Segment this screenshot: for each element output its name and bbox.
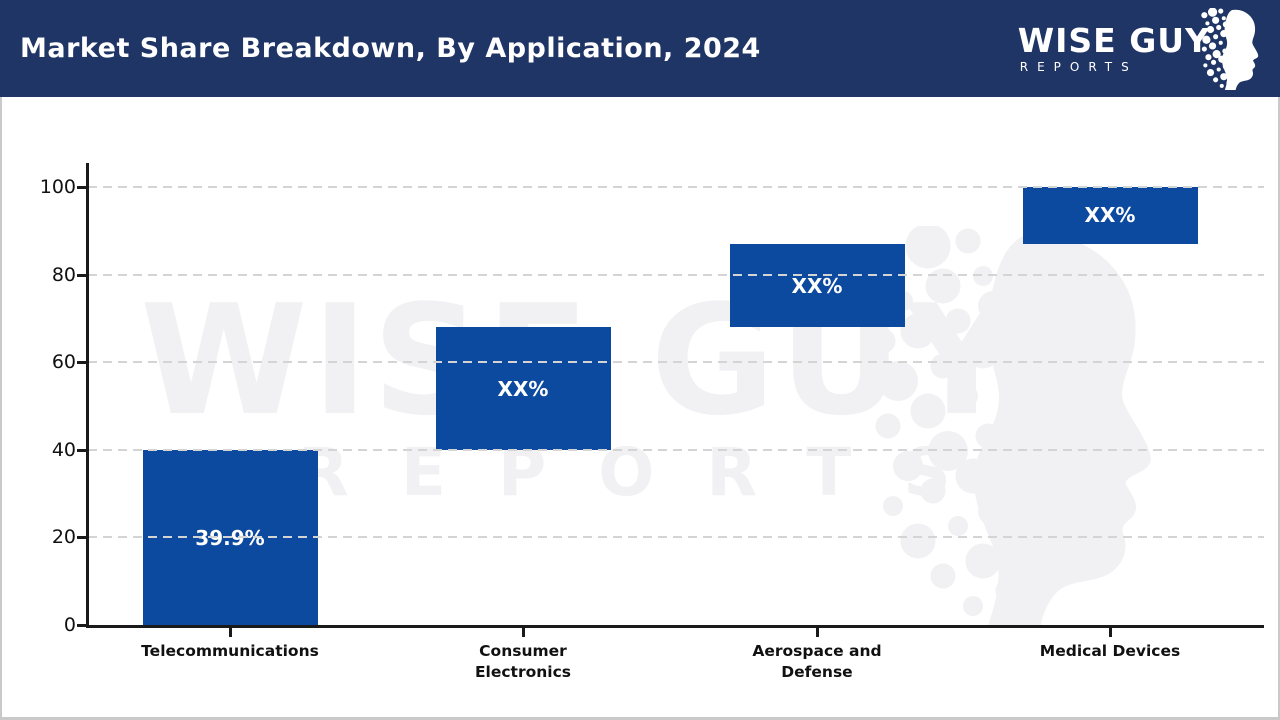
wiseguy-logo: WISE GUY REPORTS — [1018, 8, 1262, 90]
watermark-subtext: REPORTS — [298, 434, 1003, 511]
x-tick-mark — [816, 628, 819, 637]
gridline — [88, 448, 1264, 451]
x-category-label: Medical Devices — [1000, 641, 1220, 662]
bar: XX% — [729, 243, 905, 328]
bar-value-label: XX% — [1084, 203, 1136, 228]
gridline — [88, 273, 1264, 276]
y-tick-mark — [77, 361, 86, 365]
y-tick-label: 100 — [39, 176, 76, 198]
x-category-label: Telecommunications — [120, 641, 340, 662]
x-category-label: Aerospace and Defense — [707, 641, 927, 683]
y-tick-label: 60 — [51, 351, 76, 374]
x-category-label-line: Consumer — [479, 642, 567, 660]
bar: XX% — [1022, 187, 1198, 244]
gridline — [88, 186, 1264, 188]
bar-value-label: XX% — [791, 273, 843, 298]
gridline — [88, 536, 1264, 539]
y-tick-mark — [77, 624, 86, 627]
header-bar: Market Share Breakdown, By Application, … — [0, 0, 1280, 97]
logo-face-icon — [1200, 8, 1262, 90]
x-tick-mark — [229, 628, 232, 637]
y-tick-label: 20 — [51, 526, 76, 549]
watermark-face-icon — [868, 226, 1168, 626]
x-tick-mark — [522, 628, 525, 637]
y-tick-mark — [77, 536, 86, 540]
y-tick-mark — [77, 186, 86, 189]
y-tick-label: 0 — [63, 614, 76, 636]
bar: XX% — [435, 327, 611, 451]
x-tick-mark — [1109, 628, 1112, 637]
x-category-label: Consumer Electronics — [413, 641, 633, 683]
x-axis-line — [86, 625, 1264, 628]
bar-value-label: XX% — [497, 376, 549, 401]
y-tick-label: 80 — [51, 263, 76, 286]
gridline — [88, 361, 1264, 364]
x-category-label-line: Defense — [781, 663, 853, 681]
x-category-label-line: Electronics — [474, 663, 572, 681]
y-axis-line — [86, 163, 89, 628]
logo-wordmark: WISE GUY REPORTS — [1018, 24, 1210, 74]
y-tick-mark — [77, 273, 86, 277]
y-tick-mark — [77, 448, 86, 452]
y-tick-label: 40 — [51, 438, 76, 461]
x-category-label-line: Medical Devices — [1039, 642, 1181, 660]
x-category-label-line: Aerospace and — [752, 642, 882, 660]
x-category-label-line: Telecommunications — [141, 642, 319, 660]
logo-line1: WISE GUY — [1017, 20, 1210, 60]
page-title: Market Share Breakdown, By Application, … — [20, 33, 761, 64]
logo-line2: REPORTS — [1019, 59, 1138, 74]
